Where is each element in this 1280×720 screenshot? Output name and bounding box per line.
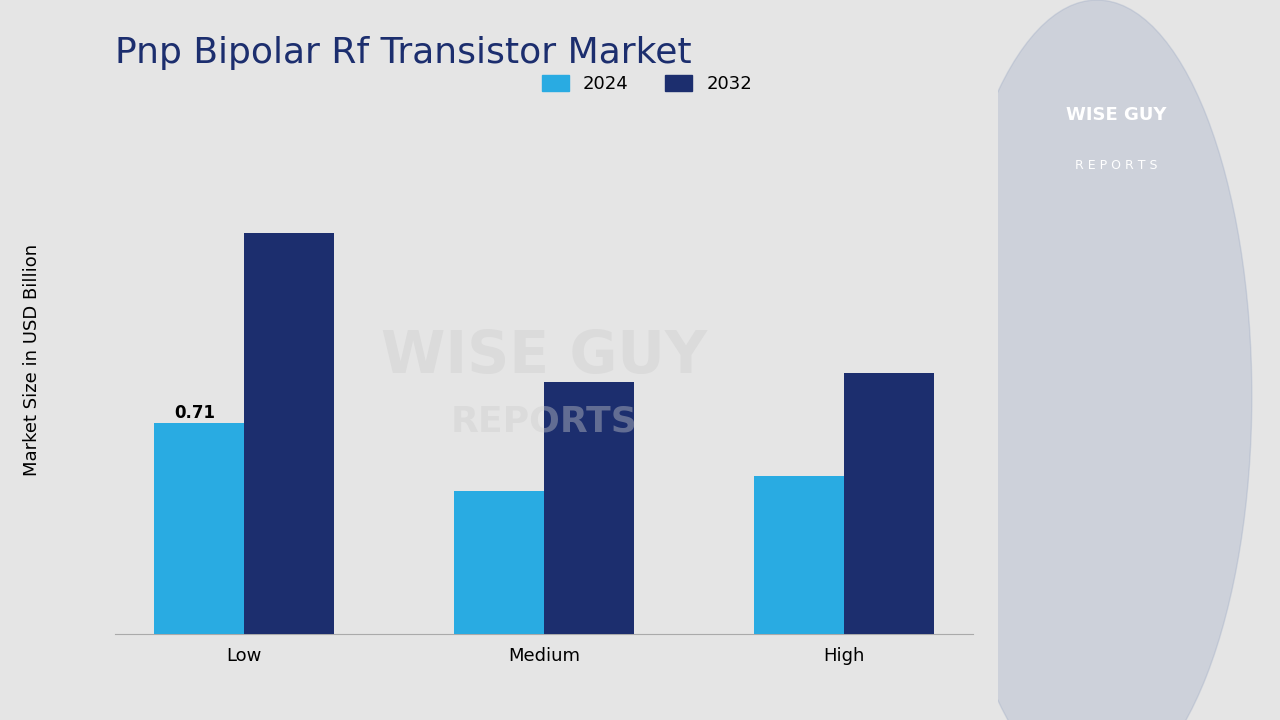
Bar bbox=[154, 423, 244, 634]
Text: WISE GUY: WISE GUY bbox=[1066, 107, 1167, 124]
Legend: 2024, 2032: 2024, 2032 bbox=[534, 68, 759, 100]
Bar bbox=[454, 491, 544, 634]
Bar bbox=[244, 233, 334, 634]
Text: Market Size in USD Billion: Market Size in USD Billion bbox=[23, 244, 41, 476]
Bar bbox=[754, 477, 844, 634]
Text: 0.71: 0.71 bbox=[174, 403, 215, 421]
Circle shape bbox=[942, 0, 1252, 720]
Text: WISE GUY: WISE GUY bbox=[381, 328, 707, 385]
Bar bbox=[844, 373, 934, 634]
Text: Pnp Bipolar Rf Transistor Market: Pnp Bipolar Rf Transistor Market bbox=[115, 36, 691, 70]
Bar bbox=[544, 382, 634, 634]
Text: R E P O R T S: R E P O R T S bbox=[1075, 159, 1158, 172]
Text: REPORTS: REPORTS bbox=[451, 405, 637, 439]
